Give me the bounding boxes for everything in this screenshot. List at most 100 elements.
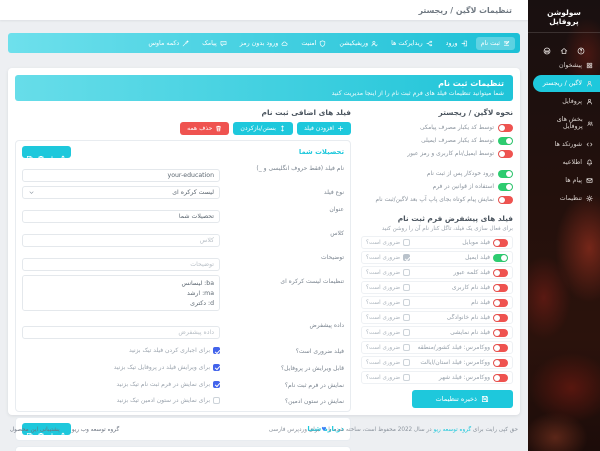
toggle-sms-otp[interactable]	[498, 124, 513, 132]
chevron-down-icon	[28, 189, 35, 196]
extra-fields-actions: افزودن فیلد بستن/بازکردن حذف همه	[15, 122, 351, 135]
sidebar-item-profile[interactable]: پروفایل	[533, 93, 600, 110]
duplicate-icon[interactable]	[26, 425, 34, 440]
support-link[interactable]: پشتیبانی این محصول	[10, 427, 60, 433]
tab-passwordless[interactable]: ورود بدون رمز	[235, 37, 294, 50]
home-icon[interactable]	[560, 40, 568, 54]
sidebar-item-shortcodes[interactable]: شورتکد ها	[533, 136, 600, 153]
repeater-item-title: درباره شما	[307, 425, 344, 434]
required-label: ضروری است؟	[366, 314, 401, 321]
save-settings-button[interactable]: ذخیره تنظیمات	[411, 390, 513, 408]
required-checkbox[interactable]	[403, 269, 411, 276]
field-toggle[interactable]	[493, 283, 508, 292]
default-field-row-firstname: فیلد نام ضروری است؟	[361, 296, 513, 309]
field-class-input[interactable]	[22, 234, 220, 247]
user-icon	[586, 98, 593, 105]
sidebar-item-messages[interactable]: پیام ها	[533, 172, 600, 189]
required-checkbox[interactable]	[403, 344, 411, 351]
brand-title: سولوشن پروفایل	[528, 0, 600, 33]
tab-sms[interactable]: پیامک	[197, 37, 232, 50]
field-toggle[interactable]	[493, 343, 508, 352]
shield-icon	[319, 39, 326, 47]
dropdown-options-textarea[interactable]: ba: لیسانس ma: ارشد d: دکتری	[22, 275, 220, 311]
field-toggle[interactable]	[493, 328, 508, 337]
default-value-input[interactable]	[22, 326, 220, 339]
field-name: فیلد نام کاربری	[451, 284, 490, 291]
required-checkbox[interactable]	[403, 374, 411, 381]
sidebar-item-label: پروفایل	[562, 98, 582, 105]
field-toggle[interactable]	[493, 298, 508, 307]
add-field-button[interactable]: افزودن فیلد	[296, 122, 351, 135]
wordpress-icon[interactable]	[543, 40, 551, 55]
save-label: ذخیره تنظیمات	[435, 395, 477, 403]
required-checkbox[interactable]	[403, 329, 411, 336]
tab-security[interactable]: امنیت	[296, 37, 331, 50]
toggle-row: استفاده از قوانین در فرم	[361, 181, 513, 193]
company-link[interactable]: گروه توسعه ریو	[433, 427, 472, 433]
toggle-password-login[interactable]	[498, 150, 513, 158]
checkbox-hint: برای اجباری کردن فیلد تیک بزنید	[128, 347, 210, 354]
save-icon	[481, 395, 489, 403]
sidebar-item-dashboard[interactable]: پیشخوان	[533, 57, 600, 74]
field-toggle[interactable]	[493, 373, 508, 382]
field-toggle[interactable]	[493, 238, 508, 247]
trash-icon	[215, 125, 222, 132]
field-title-label: عنوان	[329, 206, 344, 213]
toggle-row: توسط کد یکبار مصرف پیامکی	[361, 122, 513, 134]
bell-icon	[586, 159, 593, 166]
tab-register[interactable]: ثبت نام	[475, 36, 515, 50]
extra-fields-section: فیلد های اضافی ثبت نام افزودن فیلد بستن/…	[15, 108, 351, 451]
toggle-toast-message[interactable]	[498, 196, 513, 204]
tab-verification[interactable]: وریفیکیشن	[334, 37, 383, 50]
toggle-email-otp[interactable]	[498, 137, 513, 145]
required-checkbox[interactable]	[403, 254, 411, 261]
tab-login[interactable]: ورود	[441, 37, 473, 50]
add-icon[interactable]	[48, 148, 56, 162]
sidebar-item-login-register[interactable]: لاگین / ریجستر	[533, 75, 600, 92]
field-toggle[interactable]	[493, 253, 508, 262]
sidebar-menu: پیشخوان لاگین / ریجستر پروفایل بخش های پ…	[528, 53, 600, 207]
required-label: ضروری است؟	[366, 299, 401, 306]
add-icon[interactable]	[48, 425, 56, 440]
plus-icon	[337, 125, 344, 132]
show-in-form-checkbox[interactable]	[213, 380, 220, 388]
field-toggle[interactable]	[493, 358, 508, 367]
delete-all-button[interactable]: حذف همه	[180, 122, 230, 135]
required-checkbox[interactable]	[403, 314, 411, 321]
toggle-label: توسط ایمیل/نام کاربری و رمز عبور	[407, 151, 494, 157]
sidebar-item-notices[interactable]: اطلاعیه	[533, 154, 600, 171]
toggle-terms[interactable]	[498, 183, 513, 191]
field-toggle[interactable]	[493, 268, 508, 277]
repeater-item-title[interactable]: تحصیلات شما	[298, 148, 344, 156]
editable-checkbox[interactable]	[213, 363, 220, 371]
collapse-expand-button[interactable]: بستن/بازکردن	[233, 122, 293, 135]
required-checkbox[interactable]	[403, 359, 411, 366]
button-label: افزودن فیلد	[303, 125, 334, 132]
repeater-item-about[interactable]: درباره شما	[15, 417, 351, 442]
field-description-input[interactable]	[22, 258, 220, 271]
move-icon[interactable]	[59, 425, 67, 440]
required-checkbox[interactable]	[213, 347, 220, 354]
sidebar-item-profile-sections[interactable]: بخش های پروفایل	[533, 111, 600, 135]
company-site-link[interactable]: گروه توسعه وب ریو	[71, 427, 120, 433]
field-title-input[interactable]	[22, 210, 220, 223]
help-icon[interactable]	[577, 40, 585, 55]
required-checkbox[interactable]	[403, 239, 411, 246]
field-type-select[interactable]: لیست کرکره ای	[22, 186, 220, 199]
tab-mouse-button[interactable]: دکمه ماوس	[143, 37, 194, 50]
tab-redirects[interactable]: ریدایرکت ها	[386, 37, 438, 50]
sidebar-item-settings[interactable]: تنظیمات	[533, 190, 600, 207]
admin-column-checkbox[interactable]	[213, 397, 220, 405]
delete-icon[interactable]	[37, 425, 45, 440]
redirect-icon	[426, 40, 433, 47]
required-checkbox[interactable]	[403, 284, 411, 291]
required-checkbox[interactable]	[403, 299, 411, 306]
sidebar-item-label: بخش های پروفایل	[556, 116, 583, 130]
repeater-item-age[interactable]: سن	[15, 446, 351, 451]
delete-icon[interactable]	[37, 148, 45, 163]
toggle-auto-login[interactable]	[498, 170, 513, 178]
duplicate-icon[interactable]	[26, 148, 34, 163]
field-slug-input[interactable]	[22, 169, 220, 182]
field-toggle[interactable]	[493, 313, 508, 322]
move-icon[interactable]	[59, 148, 67, 163]
